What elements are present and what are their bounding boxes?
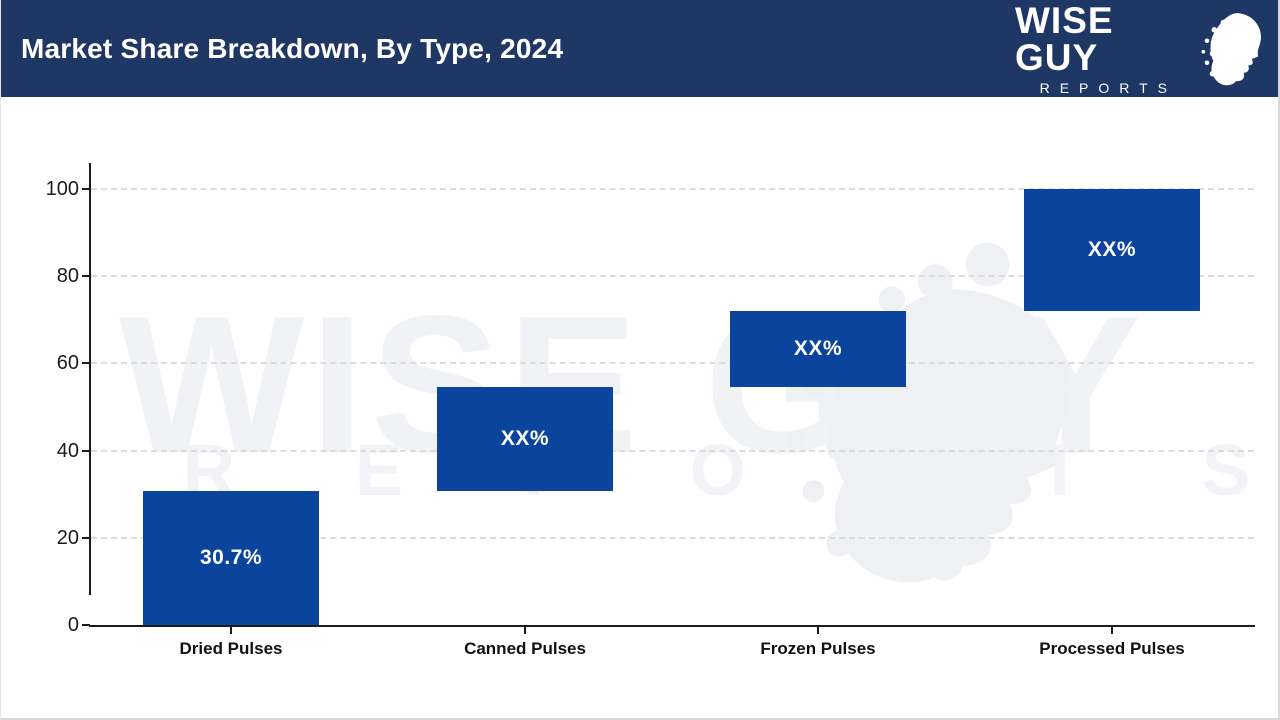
y-tick-label: 40 [56, 439, 79, 462]
bar-value-label: XX% [500, 427, 550, 451]
face-profile-icon [1201, 13, 1261, 86]
bar-value-label: XX% [1087, 237, 1137, 261]
bar-canned-pulses: XX% [437, 387, 613, 492]
gridline-40 [91, 449, 1254, 452]
brand-logo: WISE GUY REPORTS [1015, 2, 1267, 96]
gridline-80 [91, 275, 1254, 278]
bar-value-label: 30.7% [199, 546, 263, 570]
bar-dried-pulses: 30.7% [143, 491, 319, 625]
category-label: Canned Pulses [464, 639, 586, 658]
gridline-60 [91, 362, 1254, 365]
y-tick-mark [82, 275, 90, 278]
x-tick-mark [1111, 627, 1113, 634]
brand-logo-text: WISE GUY REPORTS [1015, 2, 1192, 96]
brand-subtitle: REPORTS [1039, 80, 1178, 96]
y-tick-mark [82, 624, 90, 626]
y-tick-label: 60 [56, 352, 79, 375]
category-label: Dried Pulses [179, 639, 283, 658]
y-tick-label: 80 [56, 265, 79, 288]
y-tick-mark [82, 188, 90, 190]
bar-frozen-pulses: XX% [730, 310, 906, 388]
y-tick-mark [82, 449, 90, 452]
y-tick-mark [82, 536, 90, 539]
y-tick-label: 100 [45, 178, 79, 200]
bar-value-label: XX% [793, 337, 843, 360]
header-bar: Market Share Breakdown, By Type, 2024 WI… [1, 0, 1278, 97]
x-axis-spine [89, 625, 1255, 627]
y-tick-label: 20 [56, 526, 79, 549]
x-tick-mark [817, 627, 819, 634]
gridline-100 [91, 188, 1254, 190]
category-label: Frozen Pulses [760, 639, 876, 658]
y-tick-label: 0 [67, 614, 79, 636]
y-axis-spine [89, 163, 91, 595]
x-tick-mark [230, 627, 232, 634]
chart-area: WISE GUY R E P O R T S 0 20 40 60 80 100 30.7%… [1, 97, 1280, 718]
y-tick-mark [82, 362, 90, 365]
bar-processed-pulses: XX% [1024, 189, 1200, 311]
watermark-reports-text: R E P O R T S [183, 431, 1280, 511]
gridline-20 [91, 536, 1254, 539]
x-tick-mark [524, 627, 526, 634]
category-label: Processed Pulses [1039, 639, 1185, 658]
page-title: Market Share Breakdown, By Type, 2024 [21, 32, 564, 64]
brand-name: WISE GUY [1015, 0, 1114, 78]
